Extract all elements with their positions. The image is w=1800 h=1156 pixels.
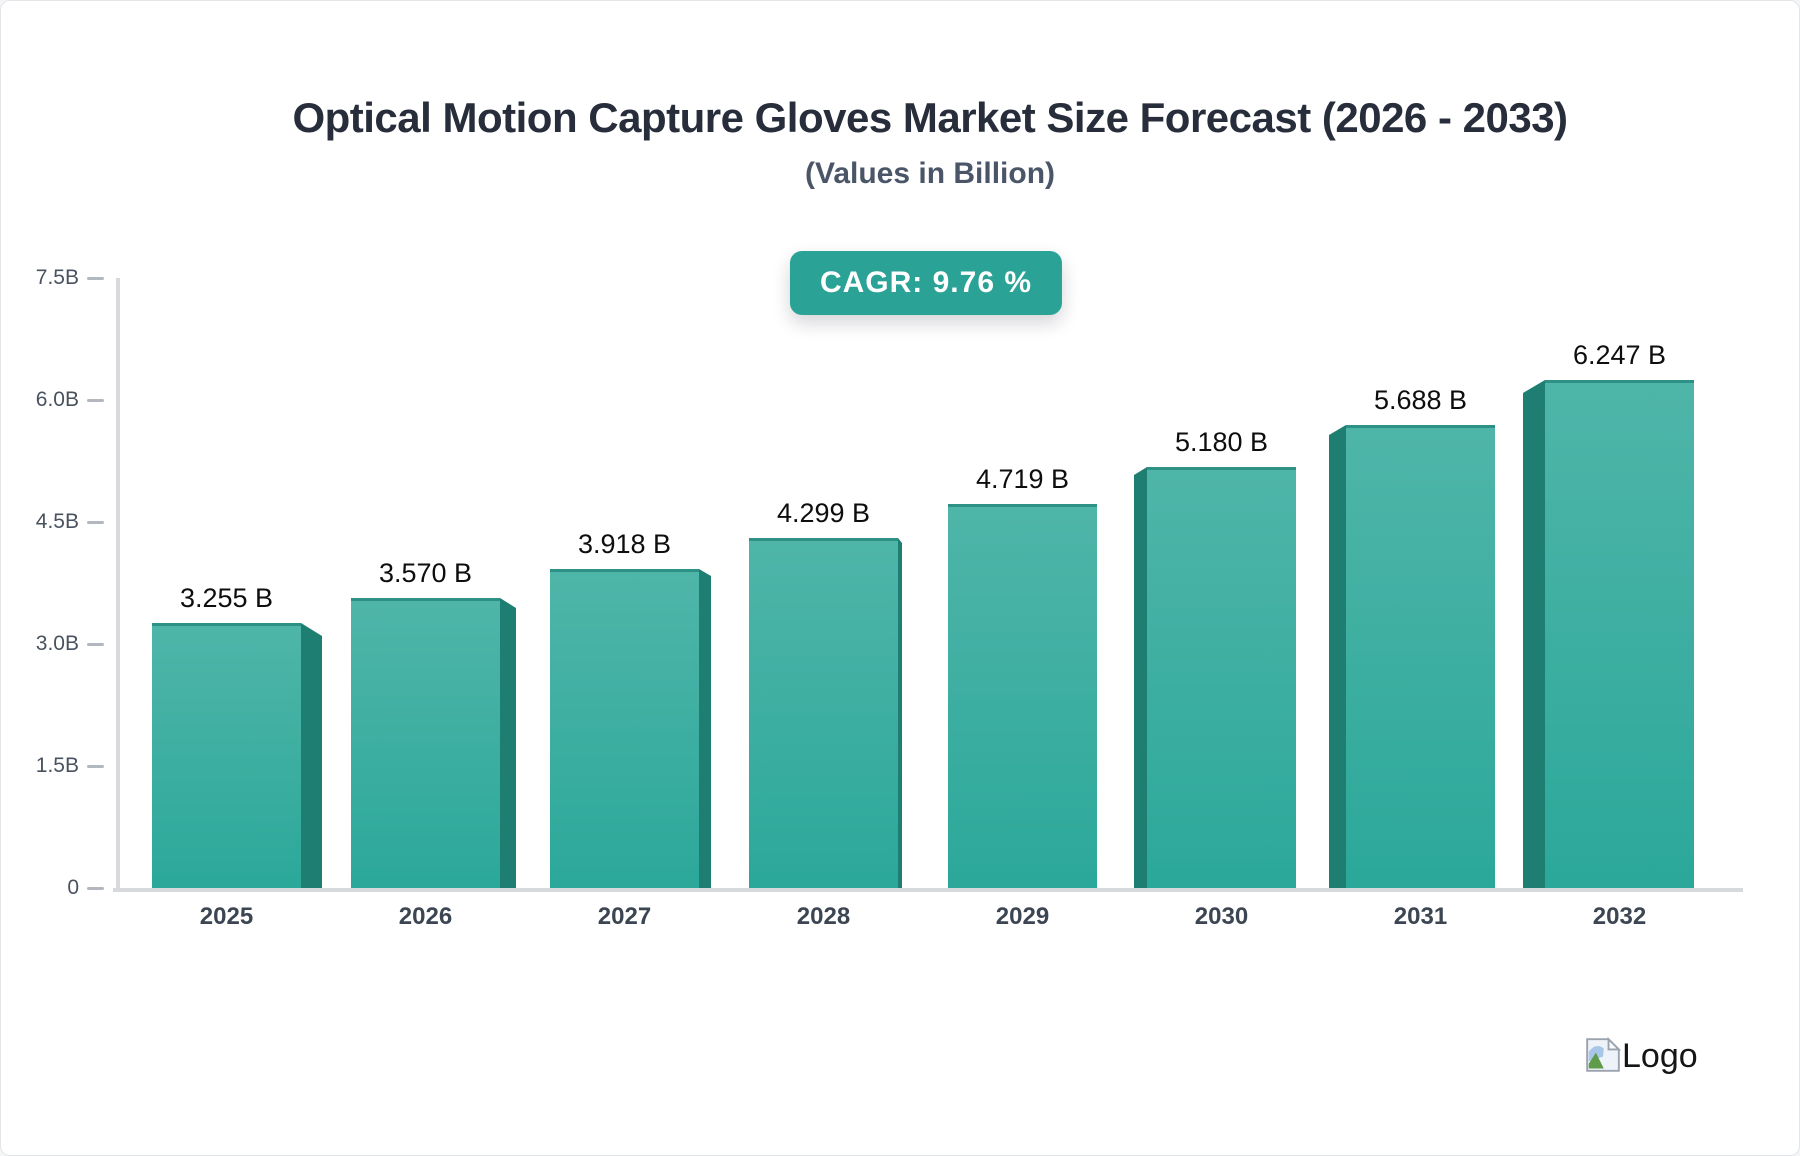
bar-2030: [1134, 467, 1296, 888]
y-axis-tick-mark: [87, 765, 104, 768]
bar-side-face: [500, 598, 516, 888]
y-axis-tick-label: 6.0B: [35, 388, 79, 411]
bar-front-face: [1545, 380, 1694, 888]
bar-value-label: 6.247 B: [1572, 340, 1667, 370]
y-axis-tick-label: 4.5B: [35, 510, 79, 533]
bar-2032: [1523, 380, 1694, 888]
y-axis-tick-mark: [87, 521, 104, 524]
bar-value-label: 5.688 B: [1373, 385, 1468, 415]
bar-side-face: [1134, 467, 1147, 888]
chart-subtitle: (Values in Billion): [804, 157, 1056, 191]
bar-value-label: 3.570 B: [378, 558, 473, 588]
bar-2029: [948, 504, 1097, 888]
y-axis-tick-mark: [87, 277, 104, 280]
bar-2025: [152, 623, 322, 888]
x-axis-label: 2030: [1194, 903, 1249, 930]
x-axis-label: 2027: [597, 903, 652, 930]
bar-front-face: [948, 504, 1097, 888]
bar-side-face: [301, 623, 322, 888]
x-axis-line: [113, 888, 1743, 892]
x-axis-label: 2025: [199, 903, 254, 930]
bar-2026: [351, 598, 516, 888]
y-axis-tick-label: 1.5B: [35, 754, 79, 777]
x-axis-label: 2031: [1393, 903, 1448, 930]
bar-value-label: 4.299 B: [776, 498, 871, 528]
x-axis-label: 2032: [1592, 903, 1647, 930]
y-axis-tick-mark: [87, 399, 104, 402]
bar-2028: [749, 538, 902, 888]
y-axis-tick-mark: [87, 887, 104, 890]
bar-front-face: [749, 538, 898, 888]
bar-front-face: [1346, 425, 1495, 888]
bar-2031: [1329, 425, 1495, 888]
bar-side-face: [699, 569, 711, 888]
x-axis-label: 2026: [398, 903, 453, 930]
y-axis-tick-label: 0: [67, 876, 79, 899]
chart-header: Optical Motion Capture Gloves Market Siz…: [61, 93, 1799, 191]
y-axis-tick-label: 3.0B: [35, 632, 79, 655]
bar-2027: [550, 569, 711, 888]
bar-front-face: [550, 569, 699, 888]
bar-value-label: 5.180 B: [1174, 427, 1269, 457]
y-axis-tick-mark: [87, 643, 104, 646]
bar-front-face: [152, 623, 301, 888]
broken-image-icon: [1584, 1036, 1622, 1078]
bar-side-face: [898, 538, 902, 888]
bar-side-face: [1329, 425, 1346, 888]
cagr-badge: CAGR: 9.76 %: [789, 251, 1063, 315]
bar-value-label: 4.719 B: [975, 464, 1070, 494]
bar-value-label: 3.255 B: [179, 583, 274, 613]
y-axis-tick-label: 7.5B: [35, 266, 79, 289]
x-axis-label: 2028: [796, 903, 851, 930]
bar-side-face: [1523, 380, 1545, 888]
logo: Logo: [1584, 1036, 1698, 1078]
bar-front-face: [1147, 467, 1296, 888]
y-axis-line: [116, 278, 120, 892]
logo-label: Logo: [1622, 1037, 1698, 1075]
bar-front-face: [351, 598, 500, 888]
x-axis-label: 2029: [995, 903, 1050, 930]
chart-title: Optical Motion Capture Gloves Market Siz…: [292, 94, 1568, 141]
bar-value-label: 3.918 B: [577, 529, 672, 559]
